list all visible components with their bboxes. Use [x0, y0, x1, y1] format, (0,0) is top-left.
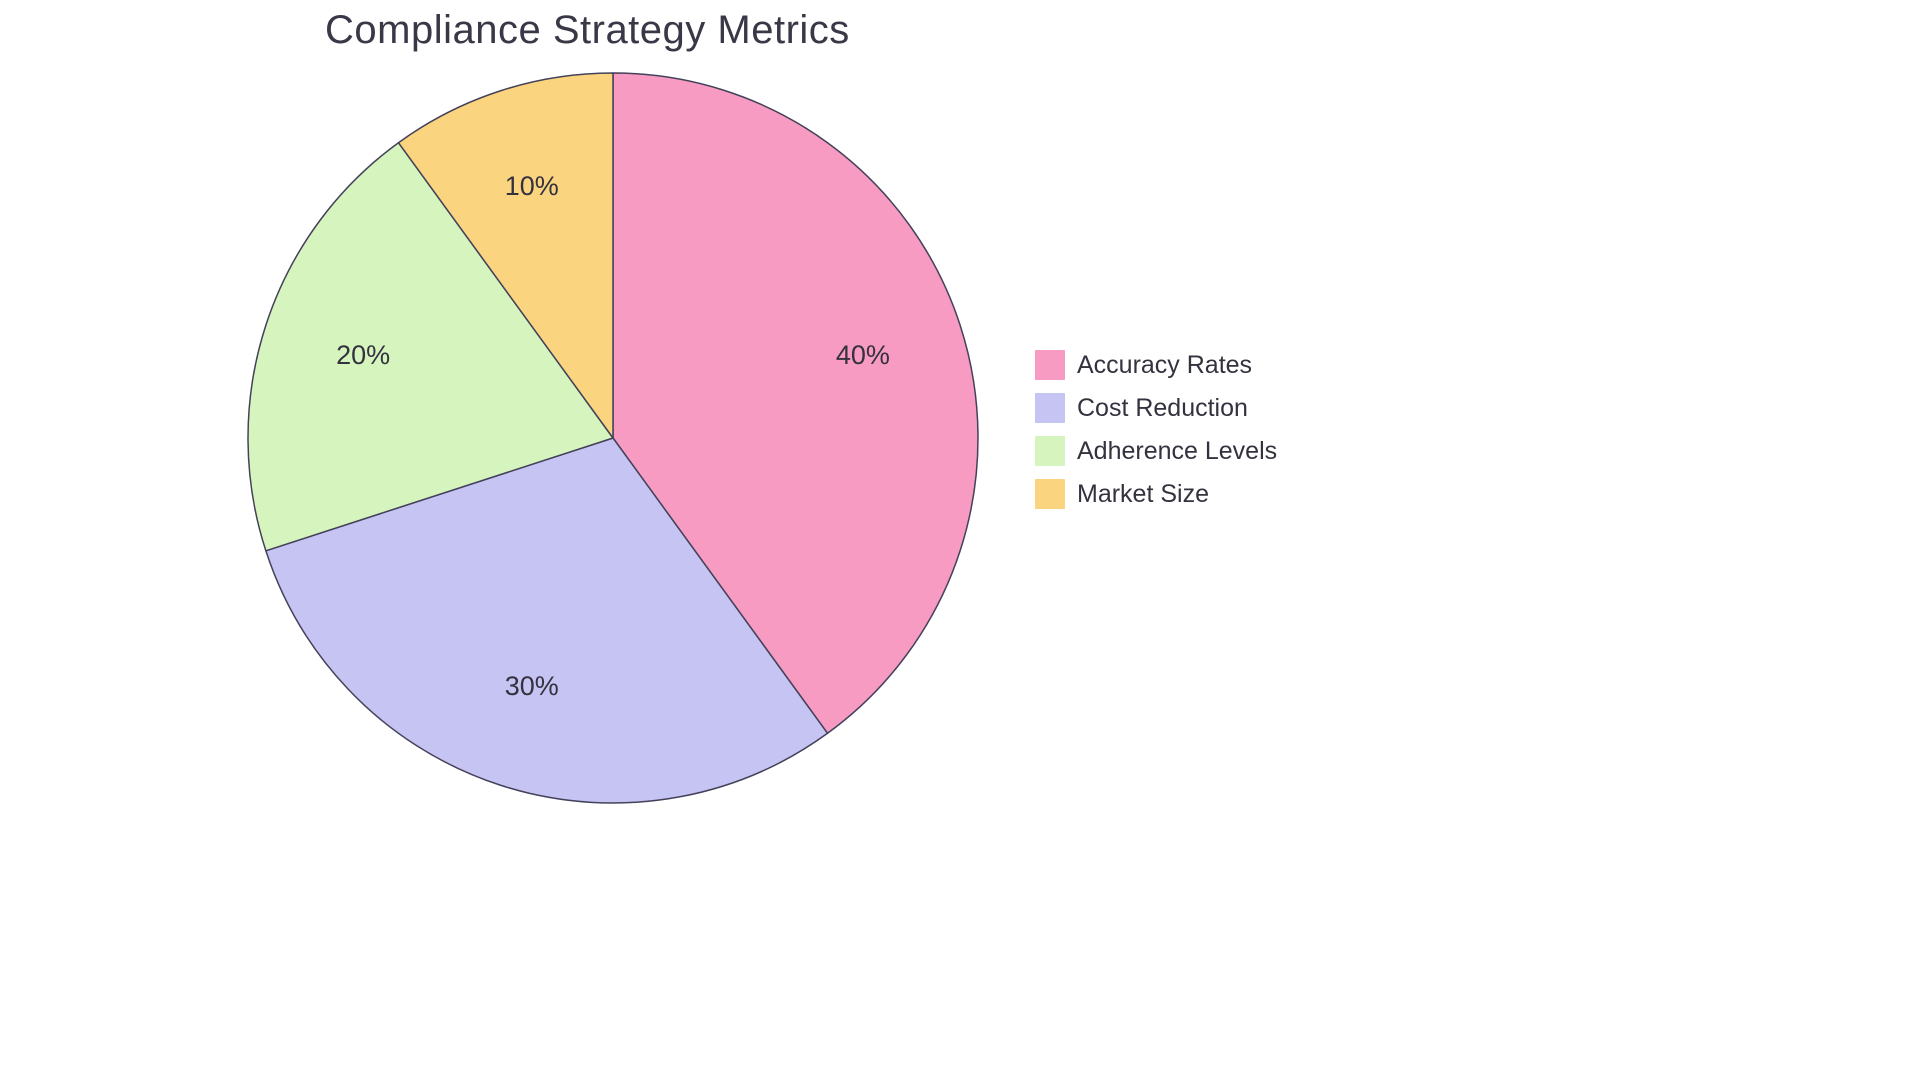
pie-slice-accuracy-rates — [612, 72, 979, 735]
legend: Accuracy Rates Cost Reduction Adherence Le… — [1035, 350, 1277, 509]
legend-swatch-adherence-levels — [1035, 436, 1065, 466]
legend-item-accuracy-rates: Accuracy Rates — [1035, 350, 1277, 380]
slice-label-cost-reduction: 30% — [505, 671, 559, 701]
pie-slice-adherence-levels — [247, 141, 614, 552]
legend-label-cost-reduction: Cost Reduction — [1077, 394, 1248, 422]
chart-title: Compliance Strategy Metrics — [325, 8, 850, 52]
slice-label-market-size: 10% — [505, 171, 559, 201]
pie-slice-market-size — [397, 72, 614, 439]
legend-swatch-accuracy-rates — [1035, 350, 1065, 380]
legend-label-accuracy-rates: Accuracy Rates — [1077, 351, 1253, 379]
pie-slice-cost-reduction — [265, 437, 829, 804]
legend-item-market-size: Market Size — [1035, 479, 1277, 509]
legend-item-cost-reduction: Cost Reduction — [1035, 393, 1277, 423]
slice-label-adherence-levels: 20% — [336, 340, 390, 370]
legend-swatch-market-size — [1035, 479, 1065, 509]
legend-label-market-size: Market Size — [1077, 480, 1209, 508]
legend-swatch-cost-reduction — [1035, 393, 1065, 423]
legend-label-adherence-levels: Adherence Levels — [1077, 437, 1278, 465]
slice-label-accuracy-rates: 40% — [836, 340, 890, 370]
legend-item-adherence-levels: Adherence Levels — [1035, 436, 1277, 466]
